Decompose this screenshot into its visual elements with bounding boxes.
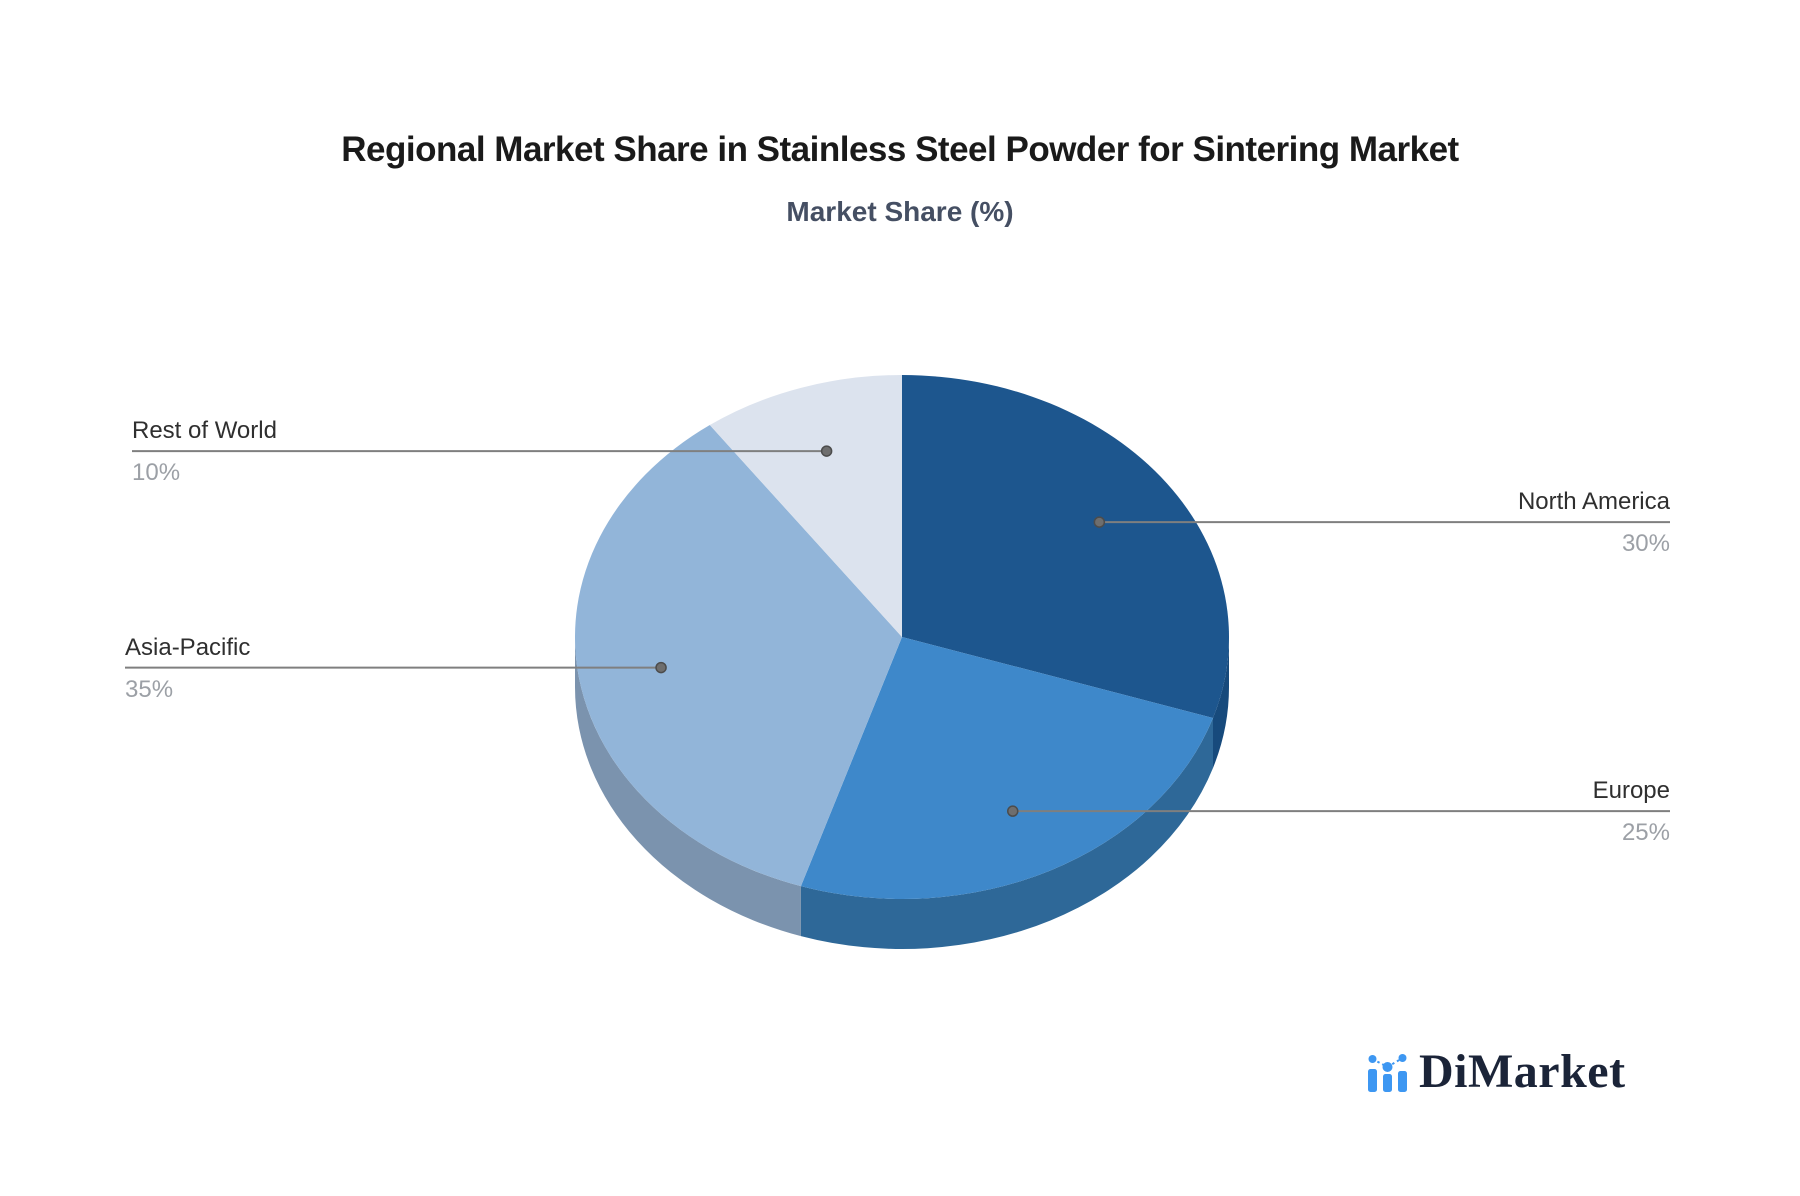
slice-label-north-america: North America (1518, 488, 1670, 516)
pie-slice-side-Europe (800, 717, 1213, 949)
slice-value-north-america: 30% (1622, 530, 1670, 558)
pie-slice-Rest of World[interactable] (709, 375, 902, 637)
slice-value-asia-pacific: 35% (125, 676, 173, 704)
pie-slice-side-North America (1212, 637, 1229, 768)
leader-dot-North America (1093, 516, 1106, 528)
slice-label-rest-of-world: Rest of World (132, 417, 277, 445)
slice-label-value: 35% (125, 676, 174, 703)
pie-slice-Asia-Pacific[interactable] (575, 425, 902, 887)
chart-subtitle: Market Share (%) (786, 196, 1014, 227)
leader-dot-Asia-Pacific (655, 661, 667, 674)
slice-label-name: Europe (1592, 777, 1670, 804)
leader-dot-Europe (1006, 805, 1019, 817)
slice-label-europe: Europe (1593, 777, 1670, 805)
slice-label-name: Asia-Pacific (125, 634, 251, 661)
pie-slice-North America[interactable] (902, 375, 1229, 718)
leader-dot-Rest of World (820, 445, 833, 457)
slice-value-rest-of-world: 10% (132, 459, 180, 487)
slice-label-value: 25% (1621, 819, 1670, 846)
slice-label-value: 30% (1621, 530, 1670, 557)
pie-slice-Europe[interactable] (800, 637, 1213, 900)
pie-slice-side-Asia-Pacific (575, 637, 801, 937)
brand-logo-text: DiMarket (1419, 1045, 1626, 1098)
slice-value-europe: 25% (1622, 819, 1670, 847)
slice-label-value: 10% (132, 459, 181, 486)
slice-label-name: Rest of World (132, 417, 277, 444)
brand-logo: DiMarket (1363, 1040, 1626, 1096)
chart-title: Regional Market Share in Stainless Steel… (341, 130, 1459, 169)
slice-label-name: North America (1517, 488, 1670, 515)
bar-chart-trend-icon (1368, 1054, 1407, 1092)
slice-label-asia-pacific: Asia-Pacific (125, 634, 250, 662)
